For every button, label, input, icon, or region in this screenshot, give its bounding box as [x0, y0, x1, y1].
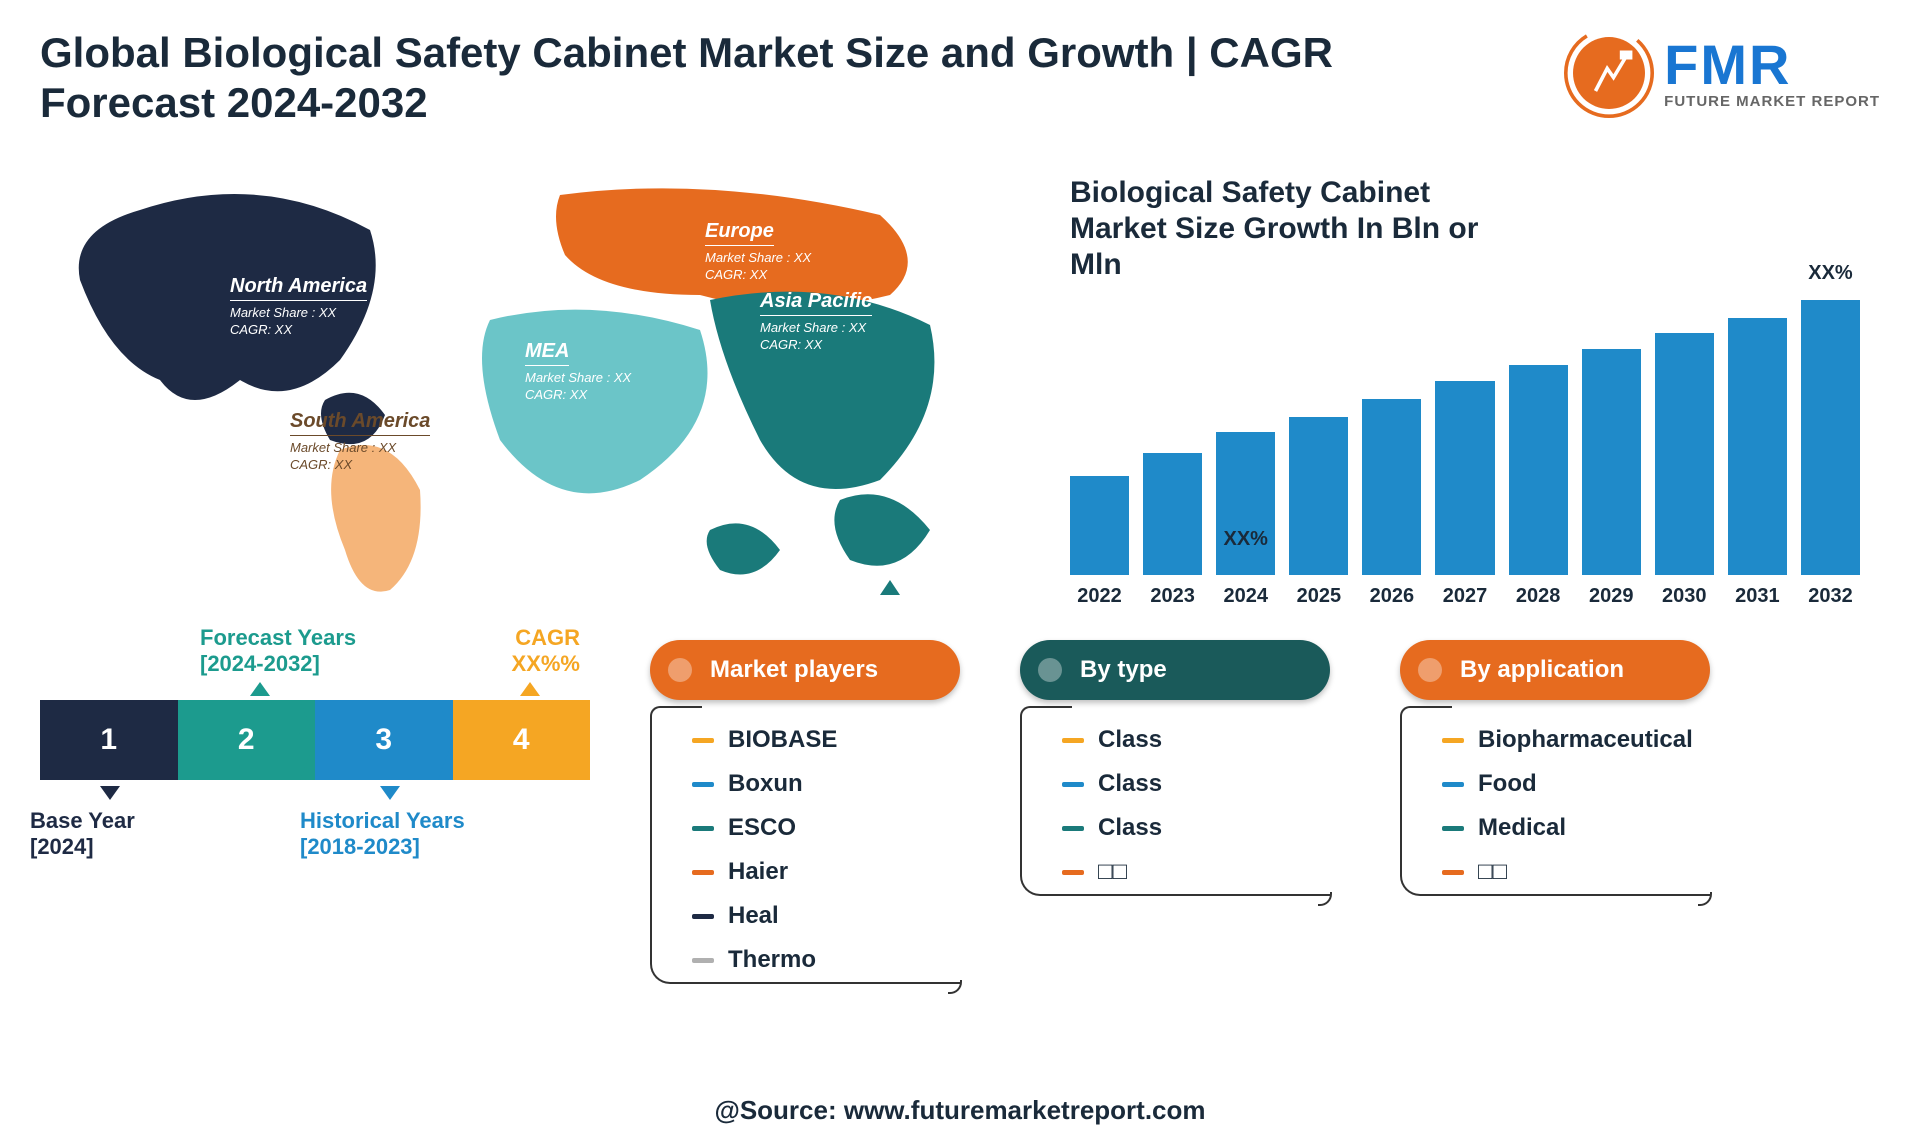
list-item: Class [1062, 718, 1330, 762]
forecast-pointer-icon [250, 682, 270, 696]
bar-2022: 2022 [1070, 476, 1129, 608]
list-item: Class [1062, 762, 1330, 806]
timeline-seg-4: 4 [453, 700, 591, 780]
bar-2026: 2026 [1362, 399, 1421, 608]
region-label-sa: South AmericaMarket Share : XXCAGR: XX [290, 410, 430, 474]
list-item: Boxun [692, 762, 960, 806]
growth-bar-chart: Biological Safety Cabinet Market Size Gr… [1070, 175, 1860, 595]
source-text: @Source: www.futuremarketreport.com [714, 1095, 1205, 1126]
list-item: Heal [692, 894, 960, 938]
region-label-ap: Asia PacificMarket Share : XXCAGR: XX [760, 290, 872, 354]
pill-header: By application [1400, 640, 1710, 700]
cagr-pointer-icon [520, 682, 540, 696]
bar-2032: XX%2032 [1801, 300, 1860, 608]
fmr-logo-icon [1564, 28, 1654, 118]
cagr-label: CAGRXX%% [512, 625, 580, 678]
logo: FMR FUTURE MARKET REPORT [1564, 28, 1880, 118]
list-item: Haier [692, 850, 960, 894]
list-item: □□ [1442, 850, 1710, 894]
list-item: BIOBASE [692, 718, 960, 762]
list-item: Biopharmaceutical [1442, 718, 1710, 762]
logo-text-main: FMR [1664, 37, 1880, 93]
historical-pointer-icon [380, 786, 400, 800]
region-label-eu: EuropeMarket Share : XXCAGR: XX [705, 220, 811, 284]
logo-text-sub: FUTURE MARKET REPORT [1664, 93, 1880, 110]
bar-2031: 2031 [1728, 318, 1787, 608]
timeline: Forecast Years[2024-2032] CAGRXX%% 1 2 3… [40, 700, 590, 780]
list-item: ESCO [692, 806, 960, 850]
chart-title: Biological Safety Cabinet Market Size Gr… [1070, 175, 1530, 283]
region-label-na: North AmericaMarket Share : XXCAGR: XX [230, 275, 367, 339]
list-item: □□ [1062, 850, 1330, 894]
base-year-label: Base Year[2024] [30, 808, 135, 861]
pillar-byapp: By application BiopharmaceuticalFoodMedic… [1400, 640, 1710, 896]
list-item: Food [1442, 762, 1710, 806]
timeline-seg-3: 3 [315, 700, 453, 780]
page-title: Global Biological Safety Cabinet Market … [40, 28, 1440, 129]
base-pointer-icon [100, 786, 120, 800]
bar-2029: 2029 [1582, 349, 1641, 608]
pillar-bytype: By typeClassClassClass□□ [1020, 640, 1330, 896]
bar-2030: 2030 [1655, 333, 1714, 608]
pillar-players: Market players BIOBASEBoxunESCOHaierHealT… [650, 640, 960, 984]
bar-2024: XX%2024 [1216, 432, 1275, 608]
forecast-label: Forecast Years[2024-2032] [200, 625, 356, 678]
pill-header: By type [1020, 640, 1330, 700]
world-map: North AmericaMarket Share : XXCAGR: XX So… [60, 180, 960, 600]
timeline-seg-2: 2 [178, 700, 316, 780]
pill-header: Market players [650, 640, 960, 700]
timeline-seg-1: 1 [40, 700, 178, 780]
list-item: Class [1062, 806, 1330, 850]
historical-label: Historical Years[2018-2023] [300, 808, 465, 861]
bar-2023: 2023 [1143, 453, 1202, 608]
list-item: Thermo [692, 938, 960, 982]
bar-2028: 2028 [1509, 365, 1568, 608]
region-label-mea: MEAMarket Share : XXCAGR: XX [525, 340, 631, 404]
list-item: Medical [1442, 806, 1710, 850]
bar-2025: 2025 [1289, 417, 1348, 608]
bar-2027: 2027 [1435, 381, 1494, 608]
